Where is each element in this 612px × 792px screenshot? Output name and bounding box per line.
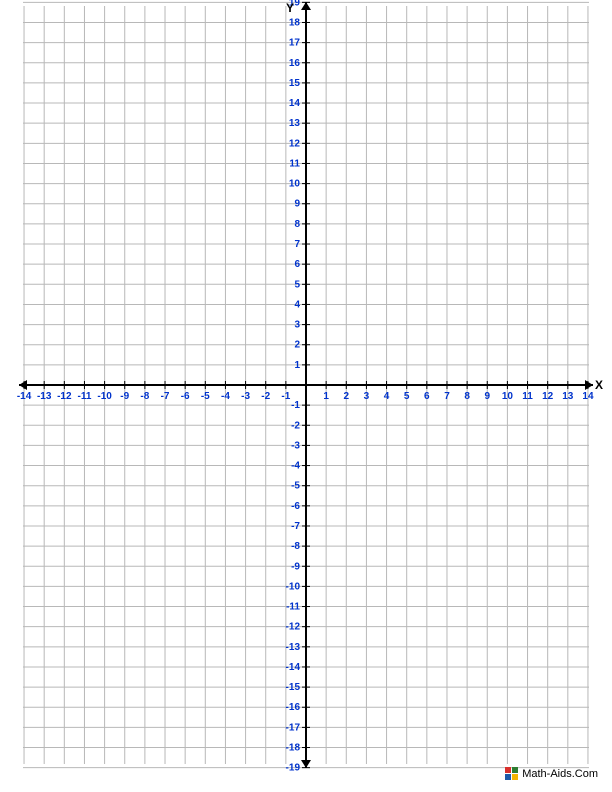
svg-text:12: 12 — [289, 138, 301, 149]
svg-text:-6: -6 — [291, 501, 300, 512]
svg-text:-11: -11 — [286, 602, 300, 613]
svg-text:6: 6 — [424, 391, 430, 402]
svg-text:-8: -8 — [291, 541, 300, 552]
svg-text:-3: -3 — [241, 391, 250, 402]
svg-text:-18: -18 — [286, 743, 301, 754]
svg-text:-1: -1 — [281, 391, 290, 402]
svg-text:-13: -13 — [286, 642, 301, 653]
svg-text:-7: -7 — [161, 391, 170, 402]
svg-text:10: 10 — [289, 179, 301, 190]
svg-text:-8: -8 — [140, 391, 149, 402]
svg-text:-19: -19 — [286, 763, 301, 774]
svg-text:-2: -2 — [261, 391, 270, 402]
svg-text:-16: -16 — [286, 702, 301, 713]
svg-text:-7: -7 — [291, 521, 300, 532]
svg-text:X: X — [595, 378, 603, 392]
svg-text:-12: -12 — [286, 622, 301, 633]
svg-text:-9: -9 — [120, 391, 129, 402]
svg-text:13: 13 — [289, 118, 301, 129]
svg-text:1: 1 — [294, 360, 300, 371]
svg-text:Y: Y — [286, 1, 294, 15]
svg-text:7: 7 — [444, 391, 450, 402]
svg-text:4: 4 — [294, 299, 300, 310]
svg-text:2: 2 — [294, 340, 300, 351]
svg-text:-3: -3 — [291, 440, 300, 451]
coordinate-plane: -14-13-12-11-10-9-8-7-6-5-4-3-2-11234567… — [0, 0, 612, 792]
svg-text:12: 12 — [542, 391, 554, 402]
svg-text:-5: -5 — [201, 391, 210, 402]
svg-text:9: 9 — [484, 391, 490, 402]
svg-text:7: 7 — [294, 239, 300, 250]
svg-text:-9: -9 — [291, 561, 300, 572]
attribution-logo-icon — [505, 767, 518, 780]
svg-text:8: 8 — [464, 391, 470, 402]
svg-text:10: 10 — [502, 391, 514, 402]
svg-text:14: 14 — [289, 98, 301, 109]
svg-text:-13: -13 — [37, 391, 52, 402]
svg-text:16: 16 — [289, 58, 301, 69]
svg-text:-15: -15 — [286, 682, 301, 693]
svg-text:-12: -12 — [57, 391, 72, 402]
svg-text:4: 4 — [384, 391, 390, 402]
svg-text:-14: -14 — [286, 662, 301, 673]
svg-text:13: 13 — [562, 391, 574, 402]
svg-text:-5: -5 — [291, 481, 300, 492]
svg-text:2: 2 — [343, 391, 349, 402]
svg-text:3: 3 — [364, 391, 370, 402]
svg-text:15: 15 — [289, 78, 301, 89]
svg-text:6: 6 — [294, 259, 300, 270]
svg-text:-14: -14 — [17, 391, 32, 402]
svg-text:-11: -11 — [78, 391, 92, 402]
svg-text:1: 1 — [323, 391, 329, 402]
svg-text:-2: -2 — [291, 420, 300, 431]
svg-text:11: 11 — [289, 158, 300, 169]
svg-text:11: 11 — [522, 391, 533, 402]
svg-text:-1: -1 — [291, 400, 300, 411]
svg-text:9: 9 — [294, 199, 300, 210]
svg-text:-6: -6 — [181, 391, 190, 402]
attribution: Math-Aids.Com — [505, 767, 598, 780]
svg-text:-10: -10 — [286, 581, 301, 592]
svg-text:5: 5 — [404, 391, 410, 402]
svg-text:-17: -17 — [286, 722, 301, 733]
svg-text:8: 8 — [294, 219, 300, 230]
svg-text:17: 17 — [289, 38, 301, 49]
svg-text:3: 3 — [294, 320, 300, 331]
svg-text:14: 14 — [582, 391, 594, 402]
page: -14-13-12-11-10-9-8-7-6-5-4-3-2-11234567… — [0, 0, 612, 792]
svg-text:5: 5 — [294, 279, 300, 290]
attribution-text: Math-Aids.Com — [522, 768, 598, 780]
svg-text:-4: -4 — [221, 391, 230, 402]
svg-text:-4: -4 — [291, 461, 300, 472]
svg-text:-10: -10 — [97, 391, 112, 402]
svg-text:18: 18 — [289, 17, 301, 28]
